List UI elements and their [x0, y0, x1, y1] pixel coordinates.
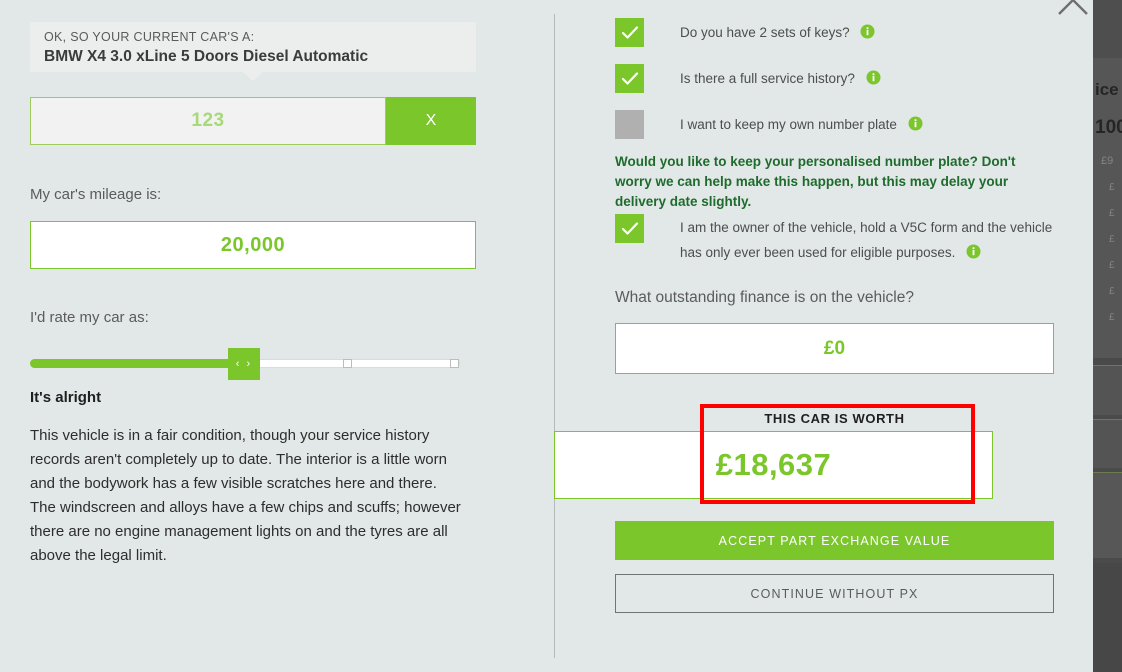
- info-icon[interactable]: [860, 24, 875, 39]
- valuation-label: THIS CAR IS WORTH: [764, 411, 905, 426]
- checkbox-service-history-text: Is there a full service history?: [680, 71, 855, 86]
- close-modal-button[interactable]: [1053, 0, 1093, 20]
- background-rule: [1093, 419, 1122, 420]
- slider-fill: [30, 359, 243, 368]
- background-text-fragment: £: [1109, 312, 1115, 323]
- rating-title: It's alright: [30, 389, 102, 406]
- valuation-panel: Do you have 2 sets of keys?: [554, 0, 1093, 672]
- background-strip: [1093, 563, 1122, 672]
- finance-question: What outstanding finance is on the vehic…: [615, 289, 914, 306]
- check-icon: [621, 221, 638, 235]
- current-car-title: BMW X4 3.0 xLine 5 Doors Diesel Automati…: [44, 48, 369, 65]
- background-text-fragment: £: [1109, 260, 1115, 271]
- mileage-label: My car's mileage is:: [30, 186, 162, 203]
- check-icon: [621, 71, 638, 85]
- slider-tick[interactable]: [343, 359, 352, 368]
- background-text-fragment: 100: [1095, 117, 1122, 138]
- info-icon[interactable]: [966, 244, 981, 259]
- info-icon[interactable]: [908, 116, 923, 131]
- info-circle-icon: [908, 116, 923, 131]
- checkbox-keys-label: Do you have 2 sets of keys?: [680, 18, 875, 42]
- checkbox-service-history[interactable]: [615, 64, 644, 93]
- checkbox-owner-declaration-label: I am the owner of the vehicle, hold a V5…: [680, 214, 1070, 265]
- checkbox-keys[interactable]: [615, 18, 644, 47]
- rating-description: This vehicle is in a fair condition, tho…: [30, 427, 461, 564]
- background-text-fragment: ice: [1095, 80, 1119, 99]
- checkbox-number-plate-text: I want to keep my own number plate: [680, 117, 897, 132]
- vehicle-details-panel: OK, SO YOUR CURRENT CAR'S A: BMW X4 3.0 …: [0, 0, 554, 672]
- check-icon: [621, 25, 638, 39]
- info-circle-icon: [966, 244, 981, 259]
- continue-without-px-button[interactable]: CONTINUE WITHOUT PX: [615, 574, 1054, 613]
- info-circle-icon: [866, 70, 881, 85]
- background-strip: [1093, 0, 1122, 58]
- checkbox-number-plate[interactable]: [615, 110, 644, 139]
- checkbox-service-history-label: Is there a full service history?: [680, 64, 881, 88]
- chevron-up-icon: [1058, 0, 1088, 15]
- checkbox-owner-declaration-text: I am the owner of the vehicle, hold a V5…: [680, 220, 1053, 260]
- background-page: ice 100 £9 £ £ £ £ £ £: [1093, 0, 1122, 672]
- background-rule: [1093, 365, 1122, 366]
- background-strip: [1093, 365, 1122, 415]
- checkbox-number-plate-label: I want to keep my own number plate: [680, 110, 923, 134]
- current-car-eyebrow: OK, SO YOUR CURRENT CAR'S A:: [44, 30, 255, 44]
- background-strip: [1093, 473, 1122, 558]
- background-strip: [1093, 58, 1122, 358]
- background-strip: [1093, 420, 1122, 468]
- card-pointer: [243, 72, 263, 81]
- checkbox-keys-text: Do you have 2 sets of keys?: [680, 25, 850, 40]
- current-car-card: OK, SO YOUR CURRENT CAR'S A: BMW X4 3.0 …: [30, 22, 476, 81]
- personalised-plate-note: Would you like to keep your personalised…: [615, 154, 1016, 209]
- background-text-fragment: £: [1109, 208, 1115, 219]
- mileage-input[interactable]: 20,000: [30, 221, 476, 269]
- valuation-amount: £18,637: [715, 447, 832, 482]
- background-text-fragment: £: [1109, 286, 1115, 297]
- accept-part-exchange-button[interactable]: ACCEPT PART EXCHANGE VALUE: [615, 521, 1054, 560]
- background-text-fragment: £: [1109, 182, 1115, 193]
- valuation-box: £18,637: [554, 431, 993, 499]
- part-exchange-modal: OK, SO YOUR CURRENT CAR'S A: BMW X4 3.0 …: [0, 0, 1093, 672]
- checkbox-row-keys: Do you have 2 sets of keys?: [615, 18, 875, 47]
- info-circle-icon: [860, 24, 875, 39]
- background-rule: [1093, 472, 1122, 473]
- checkbox-row-number-plate: I want to keep my own number plate: [615, 110, 923, 139]
- panel-divider: [554, 14, 555, 658]
- checkbox-row-owner-declaration: I am the owner of the vehicle, hold a V5…: [615, 214, 1075, 265]
- background-text-fragment: £: [1109, 234, 1115, 245]
- slider-handle[interactable]: ‹ ›: [228, 348, 260, 380]
- clear-registration-button[interactable]: X: [386, 97, 476, 145]
- condition-slider[interactable]: ‹ ›: [30, 348, 460, 382]
- registration-row: 123 X: [30, 97, 476, 145]
- slider-tick[interactable]: [450, 359, 459, 368]
- registration-input[interactable]: 123: [30, 97, 386, 145]
- info-icon[interactable]: [866, 70, 881, 85]
- checkbox-owner-declaration[interactable]: [615, 214, 644, 243]
- finance-amount-input[interactable]: £0: [615, 323, 1054, 374]
- background-text-fragment: £9: [1101, 155, 1114, 167]
- rating-label: I'd rate my car as:: [30, 309, 149, 326]
- checkbox-row-service-history: Is there a full service history?: [615, 64, 881, 93]
